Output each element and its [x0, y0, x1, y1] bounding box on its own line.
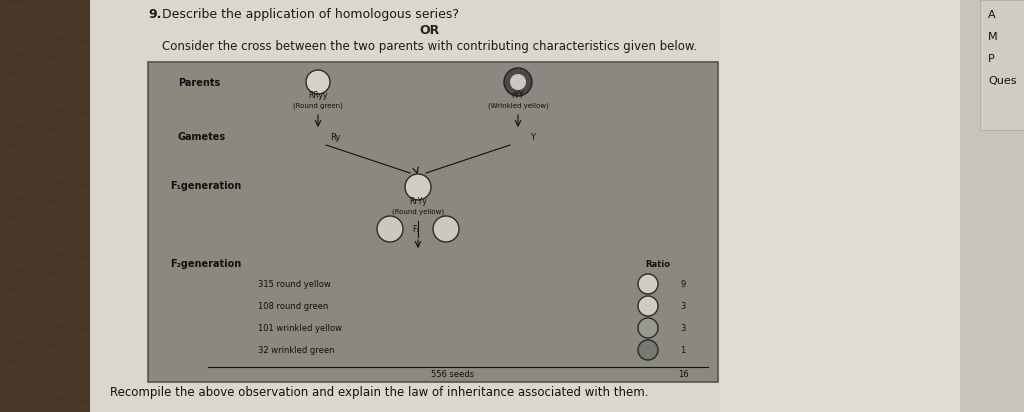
Text: 1: 1 — [680, 346, 686, 355]
Circle shape — [377, 216, 403, 242]
Text: Ry: Ry — [330, 133, 340, 142]
Text: 101 wrinkled yellow: 101 wrinkled yellow — [258, 324, 342, 333]
Circle shape — [638, 274, 658, 294]
Text: 16: 16 — [678, 370, 688, 379]
FancyBboxPatch shape — [0, 0, 90, 412]
Text: rYY: rYY — [512, 91, 524, 100]
Text: A: A — [988, 10, 995, 20]
Text: Parents: Parents — [178, 78, 220, 88]
Text: RrYy: RrYy — [410, 197, 427, 206]
Text: RRyy: RRyy — [308, 91, 328, 100]
Text: 556 seeds: 556 seeds — [431, 370, 474, 379]
Text: M: M — [988, 32, 997, 42]
Text: Ques: Ques — [988, 76, 1017, 86]
Text: 108 round green: 108 round green — [258, 302, 329, 311]
Text: OR: OR — [420, 24, 440, 37]
Circle shape — [504, 68, 532, 96]
Text: P: P — [988, 54, 994, 64]
Text: 32 wrinkled green: 32 wrinkled green — [258, 346, 335, 355]
Text: 9.: 9. — [148, 8, 162, 21]
Text: 3: 3 — [680, 324, 686, 333]
Text: Y: Y — [530, 133, 535, 142]
FancyBboxPatch shape — [980, 0, 1024, 130]
Circle shape — [433, 216, 459, 242]
Text: 9: 9 — [680, 280, 686, 289]
Text: F₁generation: F₁generation — [170, 181, 242, 191]
Text: Ratio: Ratio — [645, 260, 671, 269]
FancyBboxPatch shape — [720, 0, 970, 412]
Text: (Round green): (Round green) — [293, 102, 343, 108]
FancyBboxPatch shape — [90, 0, 961, 412]
Text: 3: 3 — [680, 302, 686, 311]
Text: Consider the cross between the two parents with contributing characteristics giv: Consider the cross between the two paren… — [163, 40, 697, 53]
Text: (Round yellow): (Round yellow) — [392, 208, 444, 215]
FancyBboxPatch shape — [961, 0, 1024, 412]
Circle shape — [510, 74, 526, 90]
Circle shape — [638, 340, 658, 360]
Circle shape — [638, 318, 658, 338]
Text: 315 round yellow: 315 round yellow — [258, 280, 331, 289]
Text: F₂generation: F₂generation — [170, 259, 242, 269]
Text: Describe the application of homologous series?: Describe the application of homologous s… — [162, 8, 459, 21]
Circle shape — [638, 296, 658, 316]
Text: Recompile the above observation and explain the law of inheritance associated wi: Recompile the above observation and expl… — [110, 386, 648, 399]
Text: Gametes: Gametes — [178, 132, 226, 142]
Text: F₁: F₁ — [412, 225, 420, 234]
Circle shape — [406, 174, 431, 200]
FancyBboxPatch shape — [148, 62, 718, 382]
Text: (Wrinkled yellow): (Wrinkled yellow) — [487, 102, 549, 108]
Circle shape — [306, 70, 330, 94]
